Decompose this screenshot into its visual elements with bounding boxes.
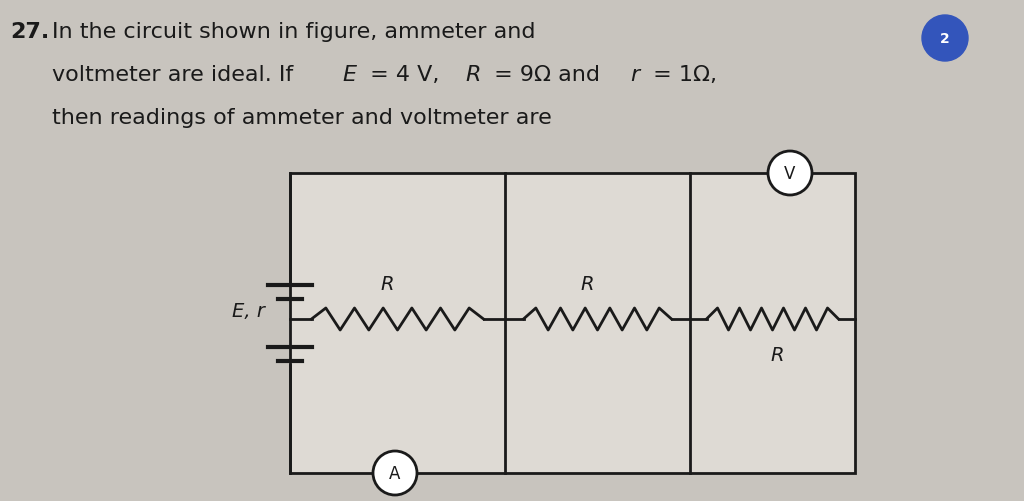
Text: E, r: E, r bbox=[232, 302, 265, 321]
Text: R: R bbox=[771, 345, 784, 364]
Text: A: A bbox=[389, 464, 400, 482]
Text: = 4 V,: = 4 V, bbox=[362, 65, 446, 85]
Text: = 1Ω,: = 1Ω, bbox=[646, 65, 717, 85]
Text: R: R bbox=[465, 65, 480, 85]
Circle shape bbox=[768, 152, 812, 195]
Circle shape bbox=[922, 16, 968, 62]
Text: R: R bbox=[381, 275, 394, 294]
Text: V: V bbox=[784, 165, 796, 183]
Text: = 9Ω and: = 9Ω and bbox=[487, 65, 607, 85]
Text: In the circuit shown in figure, ammeter and: In the circuit shown in figure, ammeter … bbox=[52, 22, 536, 42]
Text: then readings of ammeter and voltmeter are: then readings of ammeter and voltmeter a… bbox=[52, 108, 552, 128]
Text: 2: 2 bbox=[940, 32, 950, 46]
Text: r: r bbox=[630, 65, 639, 85]
Circle shape bbox=[373, 451, 417, 495]
Text: 27.: 27. bbox=[10, 22, 49, 42]
Text: voltmeter are ideal. If: voltmeter are ideal. If bbox=[52, 65, 300, 85]
Text: E: E bbox=[342, 65, 356, 85]
Text: R: R bbox=[581, 275, 594, 294]
FancyBboxPatch shape bbox=[290, 174, 855, 473]
